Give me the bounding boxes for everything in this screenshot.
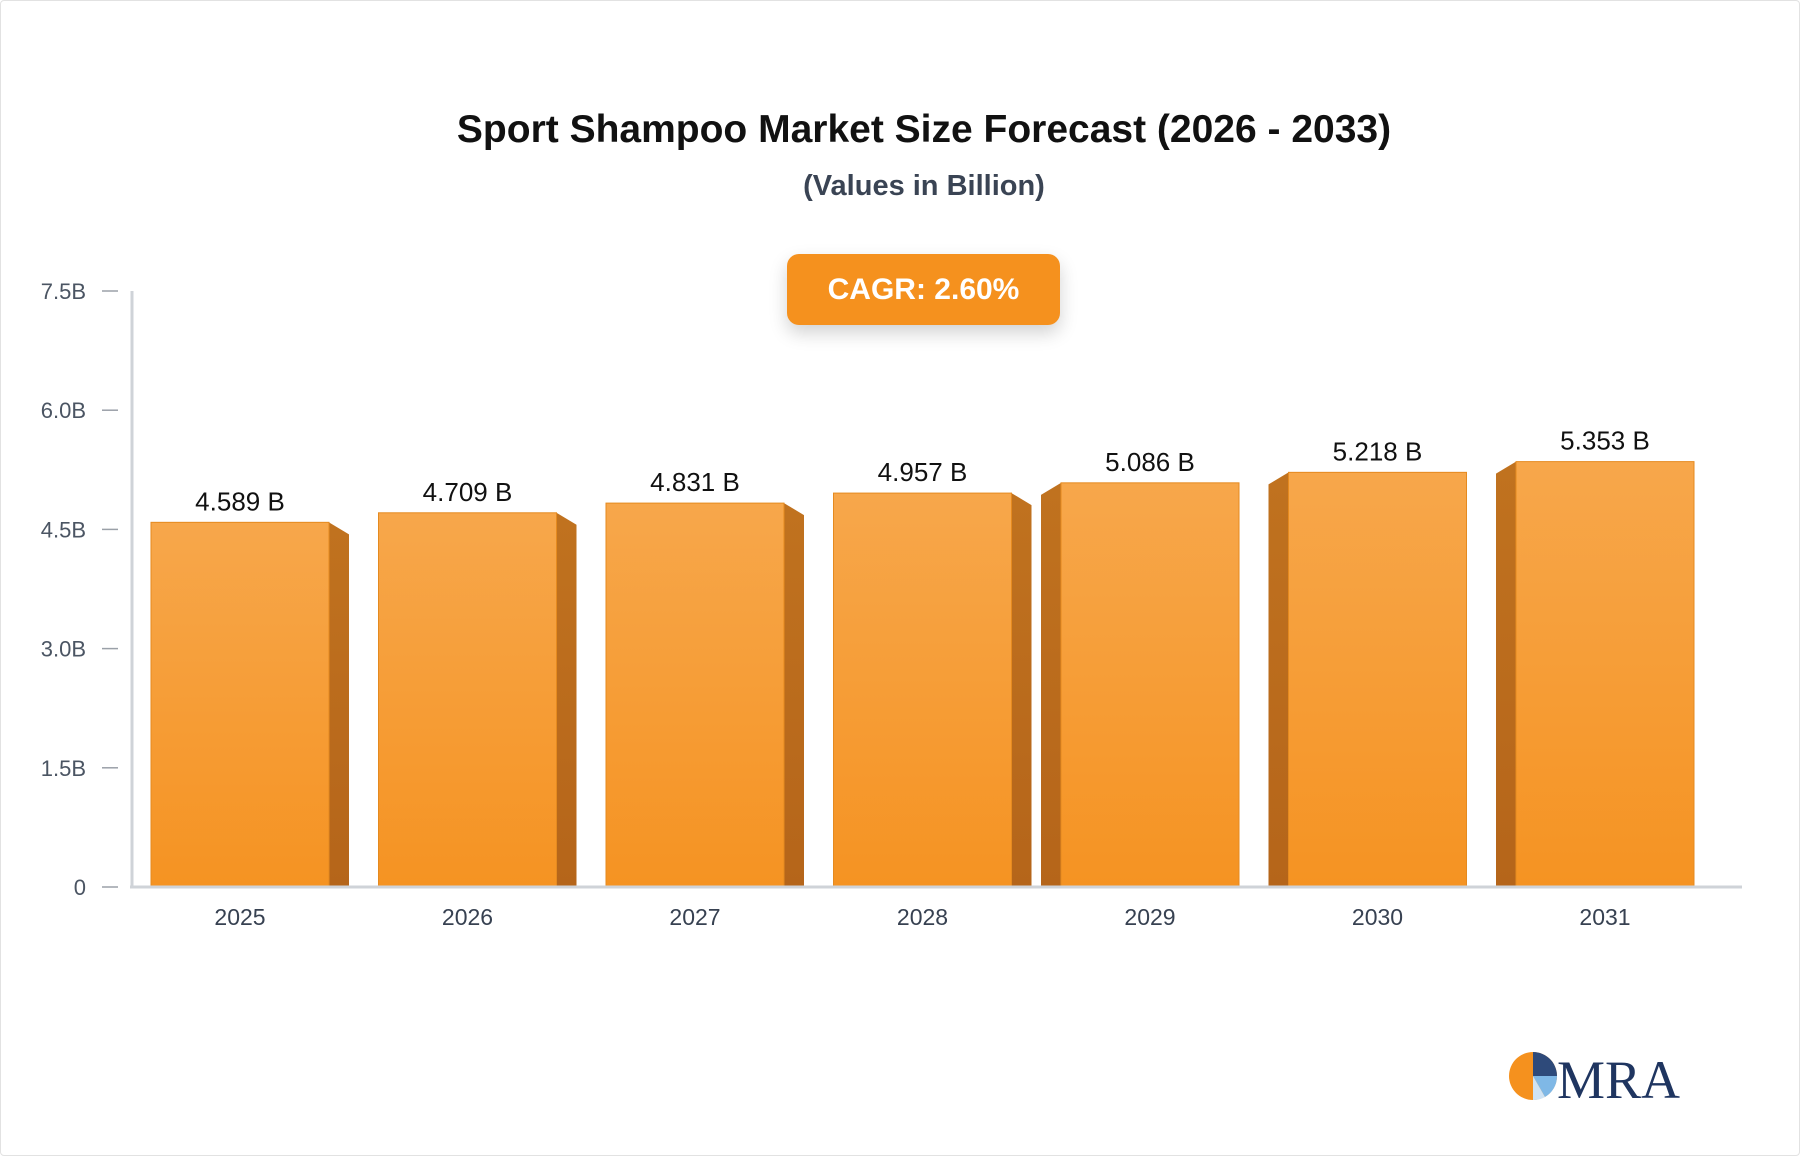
chart-title: Sport Shampoo Market Size Forecast (2026…: [456, 108, 1392, 151]
y-tick-label: 0: [74, 875, 86, 900]
bars-group: [150, 461, 1695, 888]
bar-2027: [605, 502, 785, 888]
bar-side-2030: [1268, 472, 1289, 887]
y-tick-label: 7.5B: [41, 279, 86, 304]
bar-side-2026: [556, 512, 577, 887]
bar-side-2031: [1496, 461, 1516, 887]
mra-logo: MRA: [1509, 1050, 1680, 1110]
bar-2026: [378, 512, 557, 888]
data-label-2031: 5.353 B: [1560, 426, 1650, 456]
chart-subtitle: (Values in Billion): [803, 170, 1045, 202]
x-tick-label-2025: 2025: [214, 904, 265, 930]
data-label-2030: 5.218 B: [1333, 436, 1423, 466]
bar-side-2027: [784, 503, 804, 887]
bar-2031: [1515, 461, 1695, 888]
y-tick-label: 6.0B: [41, 398, 86, 423]
y-tick-label: 3.0B: [41, 637, 86, 662]
x-tick-label-2028: 2028: [897, 904, 948, 930]
x-tick-label-2030: 2030: [1352, 904, 1403, 930]
bar-2028: [833, 492, 1012, 888]
cagr-badge: CAGR: 2.60%: [787, 254, 1060, 325]
labels-group: 4.589 B 2025 4.709 B 2026 4.831 B 2027 4.957 B…: [195, 426, 1650, 930]
data-label-2026: 4.709 B: [423, 477, 513, 507]
x-tick-label-2031: 2031: [1579, 904, 1630, 930]
x-tick-label-2027: 2027: [669, 904, 720, 930]
data-label-2029: 5.086 B: [1105, 447, 1195, 477]
y-tick-label: 1.5B: [41, 756, 86, 781]
logo-pie-icon: [1509, 1052, 1558, 1101]
bar-side-2025: [329, 522, 349, 887]
data-label-2027: 4.831 B: [650, 467, 740, 497]
x-tick-label-2029: 2029: [1124, 904, 1175, 930]
bar-side-2028: [1011, 493, 1032, 887]
bar-2025: [150, 521, 330, 888]
logo-text: MRA: [1557, 1050, 1680, 1110]
bar-2029: [1060, 482, 1240, 888]
bar-side-2029: [1041, 482, 1061, 887]
x-tick-label-2026: 2026: [442, 904, 493, 930]
axes-group: 0 1.5B 3.0B 4.5B 6.0B 7.5B: [41, 279, 1742, 900]
bar-2030: [1288, 471, 1467, 888]
data-label-2025: 4.589 B: [195, 486, 285, 516]
y-tick-label: 4.5B: [41, 517, 86, 542]
data-label-2028: 4.957 B: [878, 457, 968, 487]
